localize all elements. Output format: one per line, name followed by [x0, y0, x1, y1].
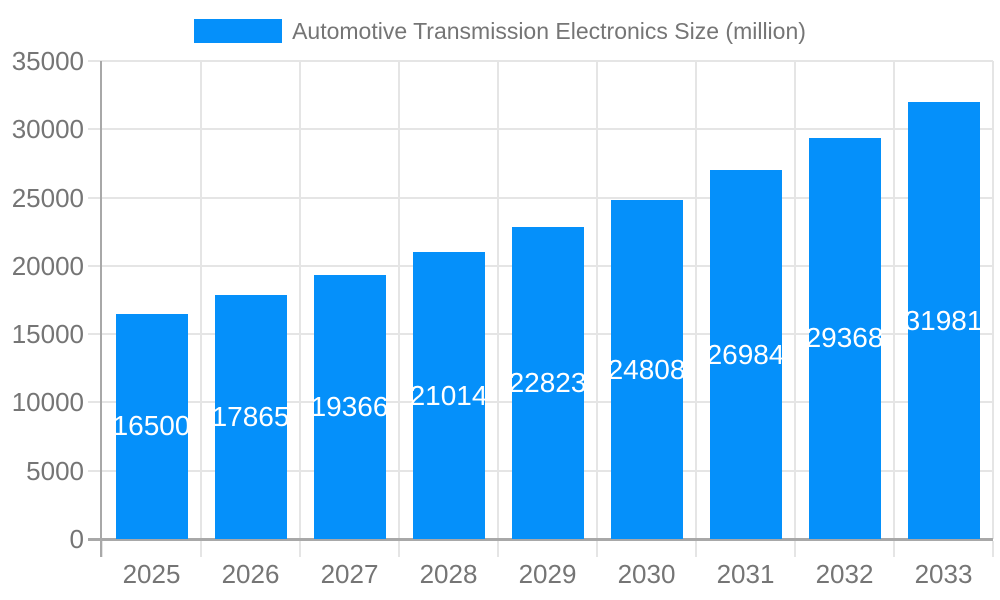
x-axis-tick [992, 541, 994, 557]
y-gridline [88, 128, 993, 131]
x-tick-label: 2026 [221, 559, 280, 589]
bar [907, 102, 980, 539]
x-tick-label: 2029 [518, 559, 577, 589]
y-tick-label: 5000 [26, 455, 84, 486]
x-gridline [992, 61, 994, 539]
x-gridline [794, 61, 796, 539]
y-tick-label: 0 [69, 524, 84, 554]
bar-value-label: 29368 [805, 322, 884, 354]
legend-swatch [194, 19, 283, 43]
x-tick-label: 2033 [914, 559, 973, 589]
legend: Automotive Transmission Electronics Size… [0, 17, 1000, 45]
x-tick-label: 2032 [815, 559, 874, 589]
bar-value-label: 22823 [508, 367, 587, 399]
x-gridline [299, 61, 301, 539]
bar [610, 200, 683, 539]
y-gridline [88, 60, 993, 62]
bar-value-label: 21014 [409, 379, 488, 411]
bar-value-label: 24808 [607, 353, 686, 385]
x-gridline [893, 61, 895, 539]
bar-value-label: 19366 [310, 390, 389, 422]
y-tick-label: 25000 [11, 182, 84, 213]
x-axis-tick [794, 541, 796, 557]
x-gridline [200, 61, 202, 539]
x-axis-tick [398, 541, 400, 557]
y-axis-line [100, 61, 102, 557]
x-tick-label: 2028 [419, 559, 478, 589]
x-tick-label: 2027 [320, 559, 379, 589]
x-tick-label: 2030 [617, 559, 676, 589]
x-axis-tick [596, 541, 598, 557]
bar-value-label: 31981 [904, 304, 983, 336]
bar [412, 252, 485, 539]
x-axis-tick [101, 541, 103, 557]
x-gridline [695, 61, 697, 539]
y-tick-label: 30000 [11, 114, 84, 145]
y-tick-label: 20000 [11, 250, 84, 281]
x-gridline [596, 61, 598, 539]
x-gridline [497, 61, 499, 539]
x-axis-tick [497, 541, 499, 557]
bar [115, 313, 188, 539]
x-tick-label: 2031 [716, 559, 775, 589]
bar [808, 137, 881, 539]
x-axis-line [88, 538, 993, 541]
y-gridline [88, 196, 993, 199]
y-tick-label: 35000 [11, 46, 84, 76]
x-axis-tick [695, 541, 697, 557]
bar-value-label: 17865 [211, 401, 290, 432]
bar [709, 170, 782, 539]
y-tick-label: 15000 [11, 319, 84, 350]
x-gridline [398, 61, 400, 539]
bar [313, 274, 386, 539]
bar-value-label: 26984 [706, 338, 785, 370]
x-axis-tick [299, 541, 301, 557]
bar-value-label: 16500 [112, 410, 191, 442]
x-axis-tick [200, 541, 202, 557]
x-axis-tick [893, 541, 895, 557]
bar [511, 227, 584, 539]
y-tick-label: 10000 [11, 387, 84, 418]
legend-label: Automotive Transmission Electronics Size… [292, 18, 806, 44]
bar [214, 295, 287, 539]
x-tick-label: 2025 [122, 559, 181, 589]
